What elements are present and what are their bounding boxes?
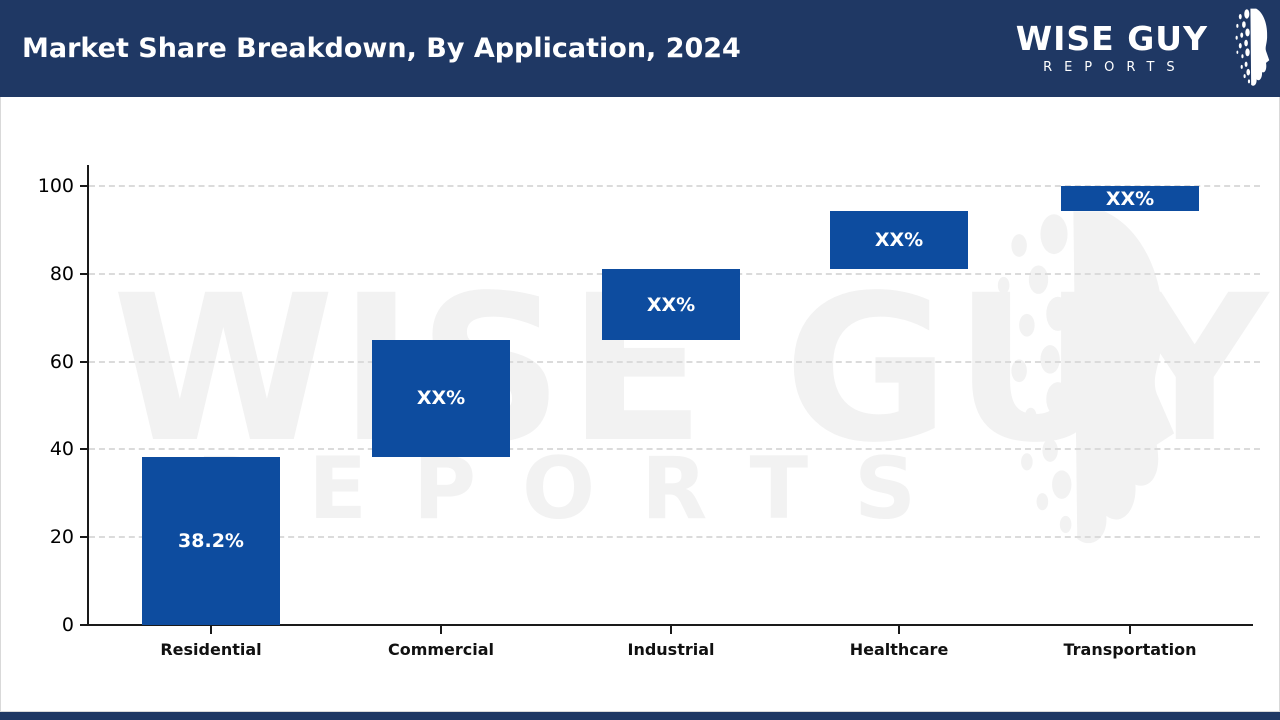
y-tick-label-80: 80 <box>49 262 74 285</box>
x-axis-label-healthcare: Healthcare <box>849 640 949 659</box>
x-axis-label-industrial: Industrial <box>627 640 715 659</box>
x-tick-residential <box>210 626 212 634</box>
x-axis-line <box>87 624 1253 626</box>
gridline-20 <box>89 536 1260 539</box>
brand-wordmark: WISE GUY <box>1015 19 1208 58</box>
y-tick-80 <box>80 272 88 275</box>
brand-logo: WISE GUY REPORTS <box>1016 6 1280 92</box>
y-tick-label-20: 20 <box>49 526 74 549</box>
footer-bar <box>0 711 1280 720</box>
x-tick-commercial <box>440 626 442 634</box>
y-tick-100 <box>80 185 88 187</box>
x-tick-industrial <box>670 626 672 634</box>
y-tick-20 <box>80 536 88 539</box>
header: Market Share Breakdown, By Application, … <box>0 0 1280 97</box>
x-axis-label-commercial: Commercial <box>387 640 495 659</box>
bar-value-label-transportation: XX% <box>1105 187 1155 210</box>
gridline-40 <box>89 448 1260 451</box>
bar-value-label-commercial: XX% <box>416 387 466 410</box>
y-tick-60 <box>80 360 88 363</box>
x-axis-label-residential: Residential <box>160 640 262 659</box>
bar-value-label-industrial: XX% <box>646 293 696 316</box>
y-tick-40 <box>80 448 88 451</box>
x-tick-transportation <box>1129 626 1131 634</box>
chart-title: Market Share Breakdown, By Application, … <box>22 33 741 64</box>
bar-transportation <box>1061 186 1199 212</box>
y-tick-label-40: 40 <box>49 438 74 461</box>
y-tick-label-0: 0 <box>61 614 74 636</box>
y-tick-0 <box>80 624 88 626</box>
brand-head-icon <box>1235 8 1270 86</box>
bar-value-label-healthcare: XX% <box>874 229 924 252</box>
y-axis-line <box>87 165 89 626</box>
brand-logo-text: WISE GUY REPORTS <box>1016 22 1208 75</box>
x-tick-healthcare <box>898 626 900 634</box>
bar-residential <box>142 457 280 625</box>
bar-industrial <box>602 269 740 340</box>
bar-commercial <box>372 339 510 458</box>
brand-subtext: REPORTS <box>1043 60 1187 75</box>
bar-healthcare <box>830 211 968 270</box>
y-tick-label-100: 100 <box>37 175 74 197</box>
gridline-60 <box>89 360 1260 363</box>
x-axis-label-transportation: Transportation <box>1063 640 1197 659</box>
bar-value-label-residential: 38.2% <box>178 530 244 553</box>
y-tick-label-60: 60 <box>49 350 74 373</box>
gridline-100 <box>89 185 1260 187</box>
